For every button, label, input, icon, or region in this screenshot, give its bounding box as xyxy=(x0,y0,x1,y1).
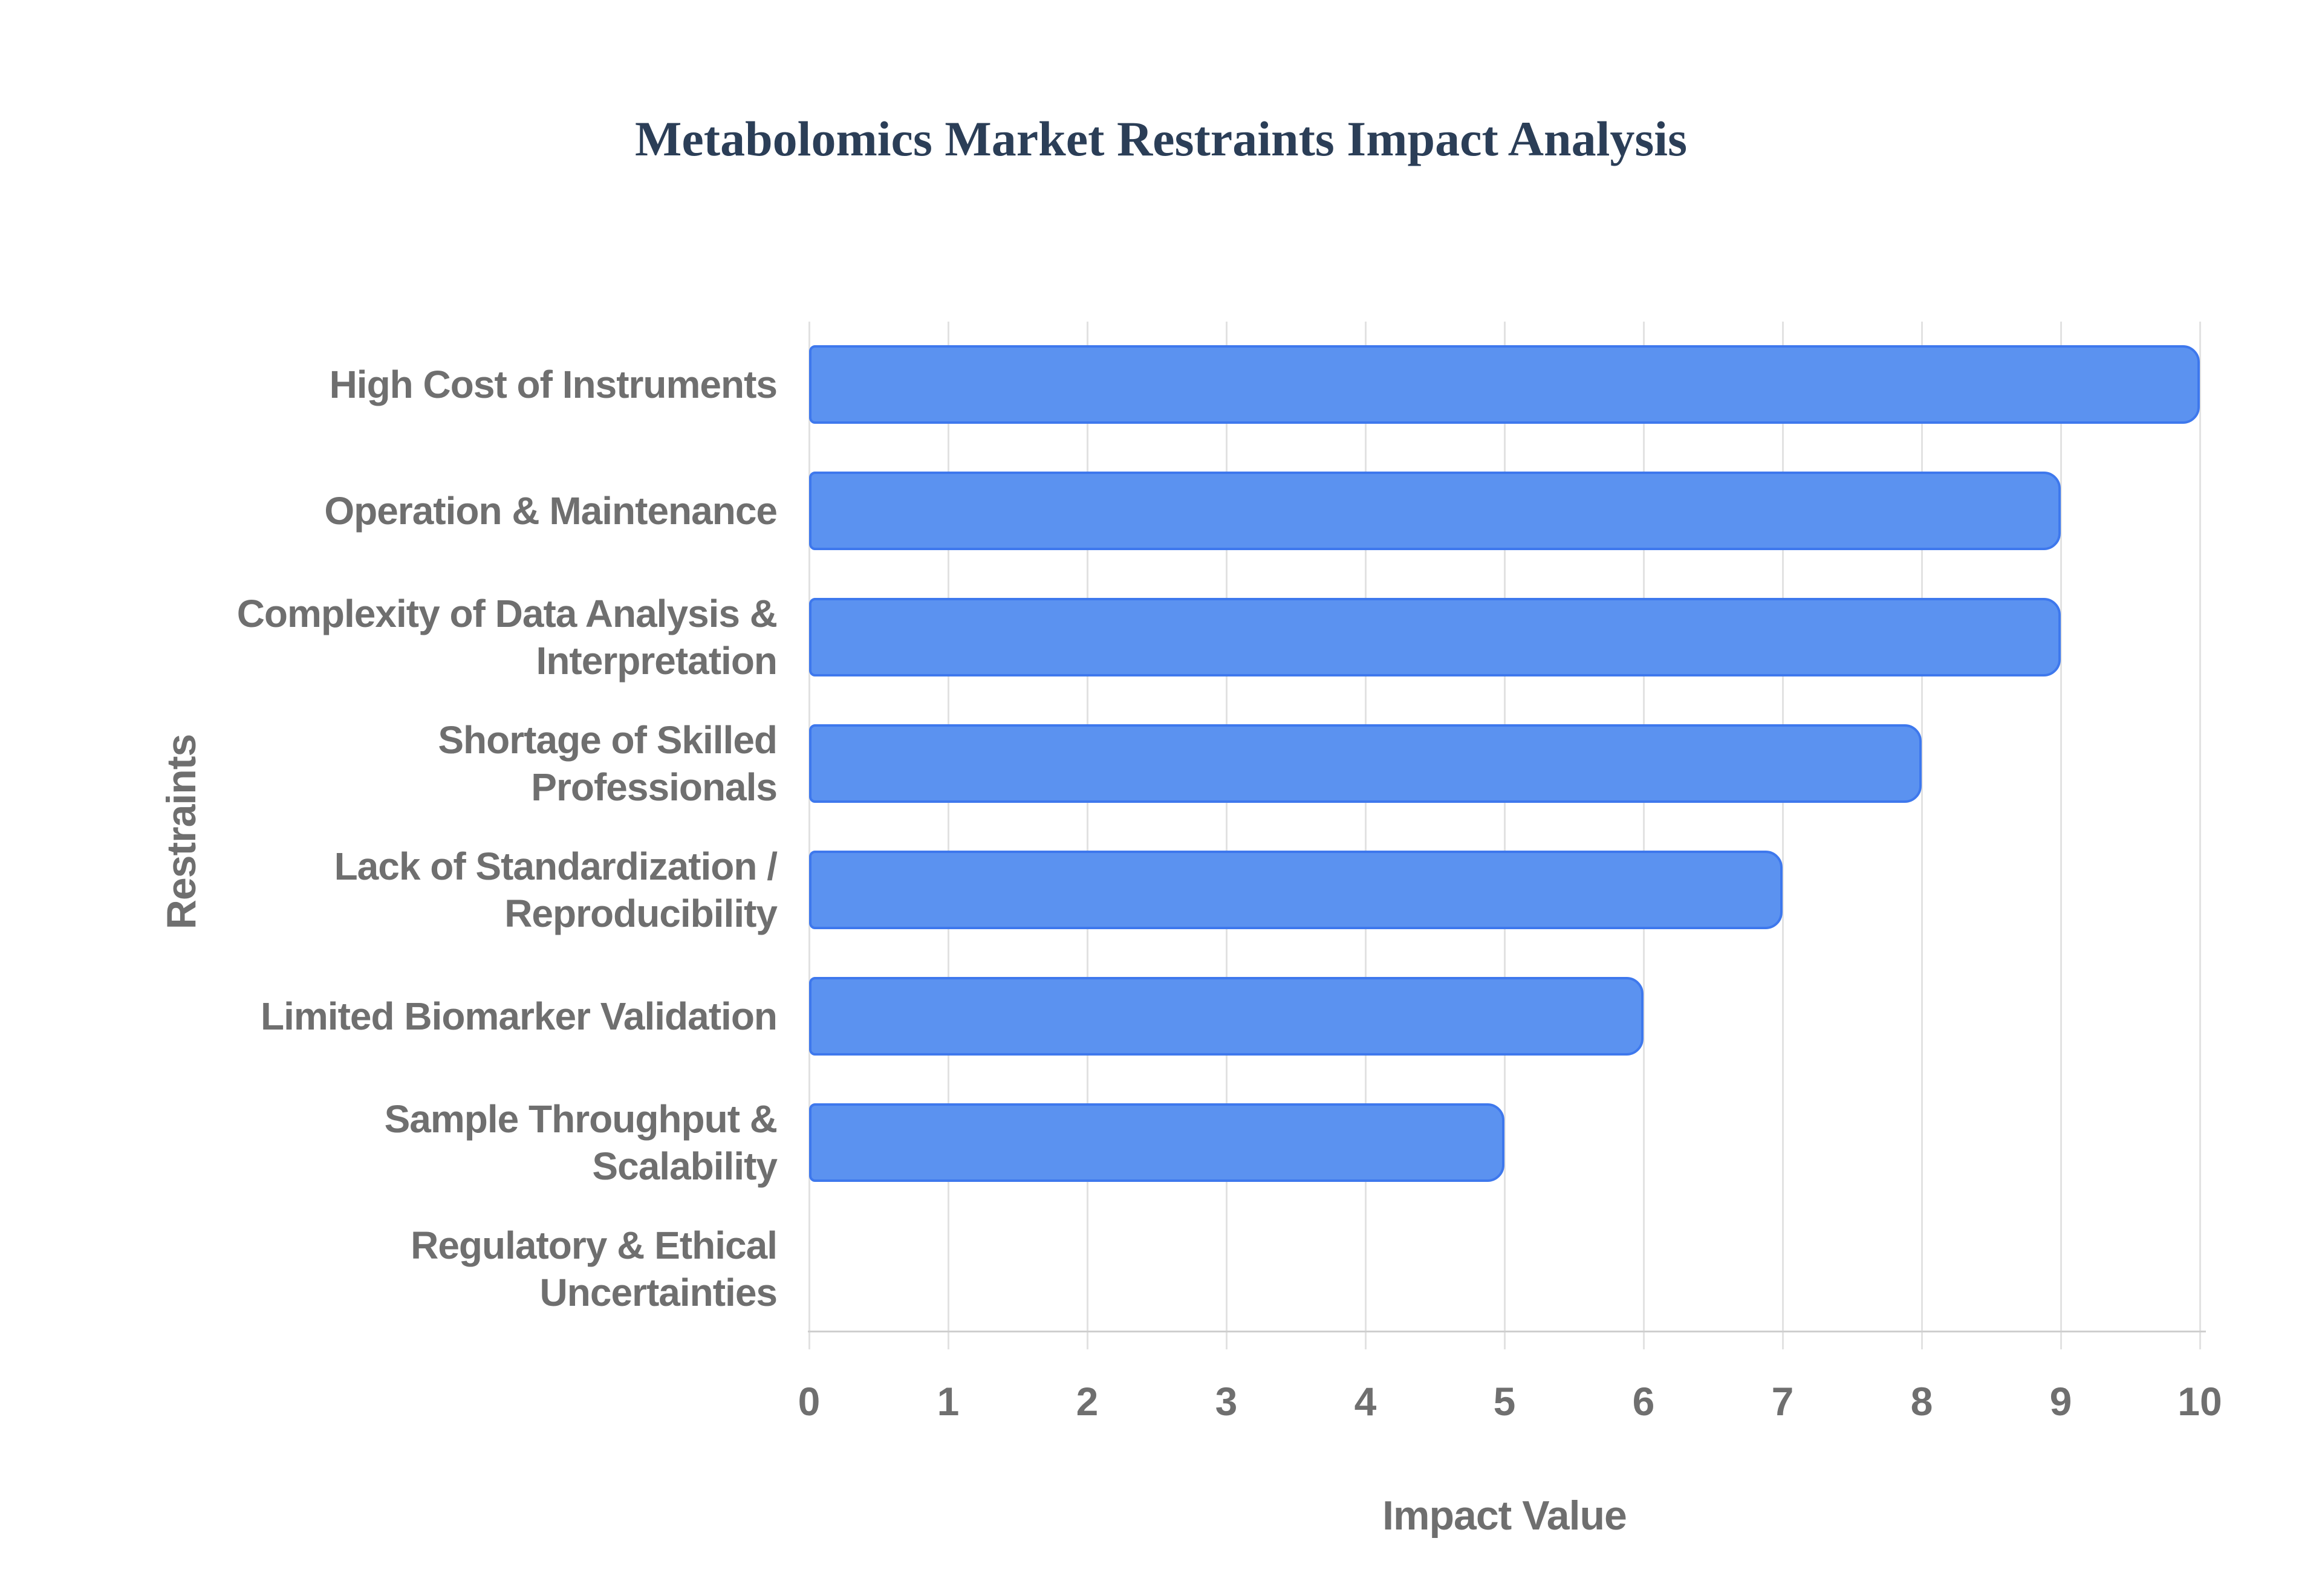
x-tick-label: 3 xyxy=(1215,1379,1238,1424)
x-axis-title: Impact Value xyxy=(1382,1493,1627,1539)
gridline xyxy=(1504,322,1506,1349)
gridline xyxy=(948,322,949,1349)
category-labels: High Cost of Instruments Operation & Main… xyxy=(0,322,778,1332)
gridline xyxy=(2199,322,2201,1349)
plot-area xyxy=(808,322,2206,1349)
x-tick-label: 2 xyxy=(1076,1379,1099,1424)
bar-row-5 xyxy=(809,850,1783,929)
bar-row-2 xyxy=(809,472,2061,551)
category-label: Shortage of Skilled Professionals xyxy=(438,718,778,809)
category-label: High Cost of Instruments xyxy=(329,363,778,407)
category-label: Lack of Standardization / Reproducibility xyxy=(334,844,778,935)
x-axis-ticks: 0 1 2 3 4 5 6 7 8 9 10 xyxy=(0,1378,2322,1424)
chart-title: Metabolomics Market Restraints Impact An… xyxy=(634,111,1688,166)
gridline xyxy=(808,322,810,1349)
gridline xyxy=(1365,322,1367,1349)
gridline xyxy=(1226,322,1228,1349)
gridline xyxy=(1643,322,1645,1349)
gridline xyxy=(1782,322,1784,1349)
bar-row-6 xyxy=(809,976,1644,1056)
gridline xyxy=(2060,322,2062,1349)
x-tick-label: 8 xyxy=(1910,1379,1933,1424)
x-tick-label: 6 xyxy=(1632,1379,1655,1424)
x-tick-label: 7 xyxy=(1771,1379,1794,1424)
x-tick-label: 4 xyxy=(1354,1379,1377,1424)
bar-row-3 xyxy=(809,598,2061,677)
category-label: Complexity of Data Analysis & Interpretat… xyxy=(236,592,778,683)
bar-row-7 xyxy=(809,1103,1504,1182)
x-axis-line xyxy=(808,1331,2206,1332)
category-label: Regulatory & Ethical Uncertainties xyxy=(411,1223,778,1314)
bar-row-4 xyxy=(809,724,1922,803)
gridline xyxy=(1087,322,1088,1349)
bar-row-1 xyxy=(809,345,2200,424)
x-tick-label: 9 xyxy=(2049,1379,2072,1424)
category-label: Sample Throughput & Scalability xyxy=(384,1097,778,1188)
x-tick-label: 1 xyxy=(937,1379,960,1424)
gridline xyxy=(1921,322,1923,1349)
x-tick-label: 0 xyxy=(798,1379,821,1424)
category-label: Limited Biomarker Validation xyxy=(261,994,778,1038)
x-tick-label: 5 xyxy=(1493,1379,1516,1424)
category-label: Operation & Maintenance xyxy=(324,489,778,533)
x-tick-label: 10 xyxy=(2177,1379,2222,1424)
